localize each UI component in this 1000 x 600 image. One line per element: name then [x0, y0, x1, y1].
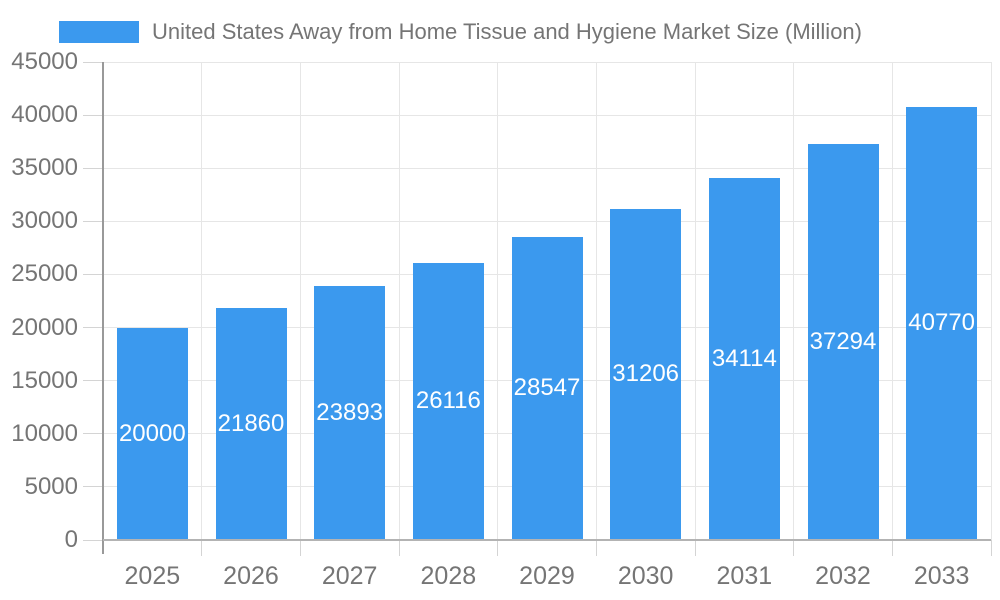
x-axis-tick-label: 2031	[716, 562, 773, 590]
bar-value-label: 37294	[809, 327, 877, 355]
y-tick-mark	[83, 486, 103, 488]
y-axis-tick-label: 10000	[11, 419, 78, 447]
gridline-horizontal	[103, 167, 991, 169]
y-tick-mark	[83, 220, 103, 222]
y-tick-mark	[83, 433, 103, 435]
bar-2033: 40770	[906, 106, 978, 540]
gridline-vertical	[299, 62, 301, 540]
bar-2029: 28547	[511, 236, 583, 540]
bar-2031: 34114	[708, 177, 780, 540]
y-axis-tick-label: 30000	[11, 207, 78, 235]
y-axis-line	[102, 62, 104, 554]
x-tick-mark	[398, 540, 400, 556]
bar-value-label: 26116	[415, 387, 481, 415]
x-tick-mark	[497, 540, 499, 556]
y-axis-tick-label: 25000	[11, 260, 78, 288]
y-tick-mark	[83, 380, 103, 382]
bar-2027: 23893	[314, 286, 386, 540]
gridline-vertical	[990, 62, 992, 540]
y-axis-tick-label: 0	[64, 526, 78, 553]
x-tick-mark	[891, 540, 893, 556]
y-axis-tick-label: 20000	[11, 313, 78, 341]
gridline-horizontal	[103, 61, 991, 63]
y-axis-tick-label: 35000	[11, 154, 78, 182]
x-tick-mark	[299, 540, 301, 556]
y-axis-tick-label: 40000	[11, 101, 78, 129]
x-axis-line	[103, 539, 991, 541]
y-tick-mark	[83, 273, 103, 275]
x-axis-tick-label: 2027	[321, 562, 378, 590]
x-tick-mark	[595, 540, 597, 556]
legend-swatch	[59, 21, 139, 43]
gridline-horizontal	[103, 114, 991, 116]
bar-2032: 37294	[807, 143, 879, 540]
x-axis-tick-label: 2033	[913, 562, 970, 590]
gridline-vertical	[694, 62, 696, 540]
x-tick-mark	[990, 540, 992, 556]
bar-value-label: 21860	[217, 409, 285, 437]
y-tick-mark	[83, 539, 103, 541]
gridline-vertical	[497, 62, 499, 540]
legend-label: United States Away from Home Tissue and …	[152, 19, 862, 44]
x-tick-mark	[694, 540, 696, 556]
x-tick-mark	[201, 540, 203, 556]
y-tick-mark	[83, 327, 103, 329]
bar-value-label: 20000	[118, 419, 186, 447]
x-tick-mark	[793, 540, 795, 556]
gridline-vertical	[595, 62, 597, 540]
gridline-vertical	[398, 62, 400, 540]
x-axis-tick-label: 2029	[519, 562, 575, 590]
legend-item[interactable]: United States Away from Home Tissue and …	[59, 10, 862, 54]
gridline-vertical	[201, 62, 203, 540]
gridline-horizontal	[103, 220, 991, 222]
bar-value-label: 40770	[908, 309, 976, 337]
x-axis-tick-label: 2032	[815, 562, 871, 590]
bar-value-label: 34114	[711, 344, 777, 372]
bar-value-label: 31206	[612, 360, 680, 388]
bar-value-label: 28547	[513, 374, 581, 402]
bar-2026: 21860	[215, 307, 287, 540]
y-axis-tick-label: 45000	[11, 48, 78, 75]
bar-2025: 20000	[116, 327, 188, 540]
x-axis-tick-label: 2026	[223, 562, 279, 590]
x-axis-tick-label: 2030	[617, 562, 674, 590]
gridline-vertical	[793, 62, 795, 540]
y-tick-mark	[83, 61, 103, 63]
y-axis-tick-label: 5000	[24, 472, 78, 500]
x-axis-tick-label: 2028	[420, 562, 477, 590]
bar-2028: 26116	[412, 262, 484, 540]
y-axis-tick-label: 15000	[11, 366, 78, 394]
y-tick-mark	[83, 167, 103, 169]
x-axis-tick-label: 2025	[124, 562, 181, 590]
bar-value-label: 23893	[316, 399, 384, 427]
bar-2030: 31206	[610, 208, 682, 540]
gridline-vertical	[891, 62, 893, 540]
y-tick-mark	[83, 114, 103, 116]
